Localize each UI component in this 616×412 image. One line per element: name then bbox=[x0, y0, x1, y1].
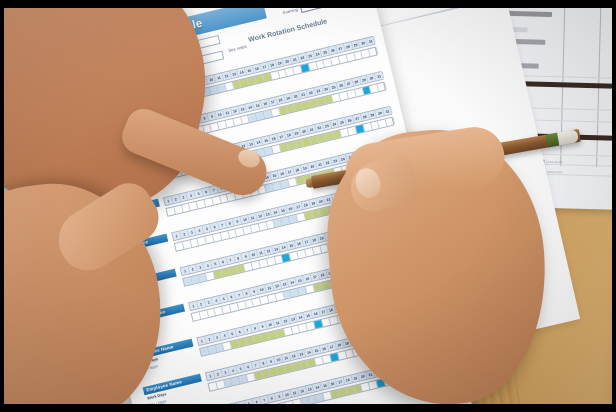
gantt-legend-label-scheduled: scheduled bbox=[546, 159, 563, 165]
gantt-legend-label-completed: completed bbox=[545, 169, 563, 175]
photo-frame-top bbox=[0, 0, 616, 8]
schedule-day-header-cell[interactable]: 31 bbox=[366, 36, 376, 46]
shift-row-label-evening: Evening bbox=[282, 6, 299, 16]
schedule-day-header-cell[interactable]: 31 bbox=[374, 71, 385, 81]
photo-frame-left bbox=[0, 0, 4, 412]
schedule-cell[interactable] bbox=[385, 117, 396, 127]
schedule-row-label[interactable]: Employee Name bbox=[142, 373, 202, 396]
secondary-sheet-title: Work Rotation Schedule bbox=[247, 18, 328, 44]
schedule-day-header-cell[interactable]: 31 bbox=[383, 106, 393, 116]
field-hint-note: See notes bbox=[227, 43, 248, 54]
photo-frame-bottom bbox=[0, 404, 616, 412]
schedule-cell[interactable] bbox=[377, 82, 387, 92]
schedule-cell[interactable] bbox=[369, 47, 379, 56]
photo-frame-right bbox=[612, 0, 616, 412]
